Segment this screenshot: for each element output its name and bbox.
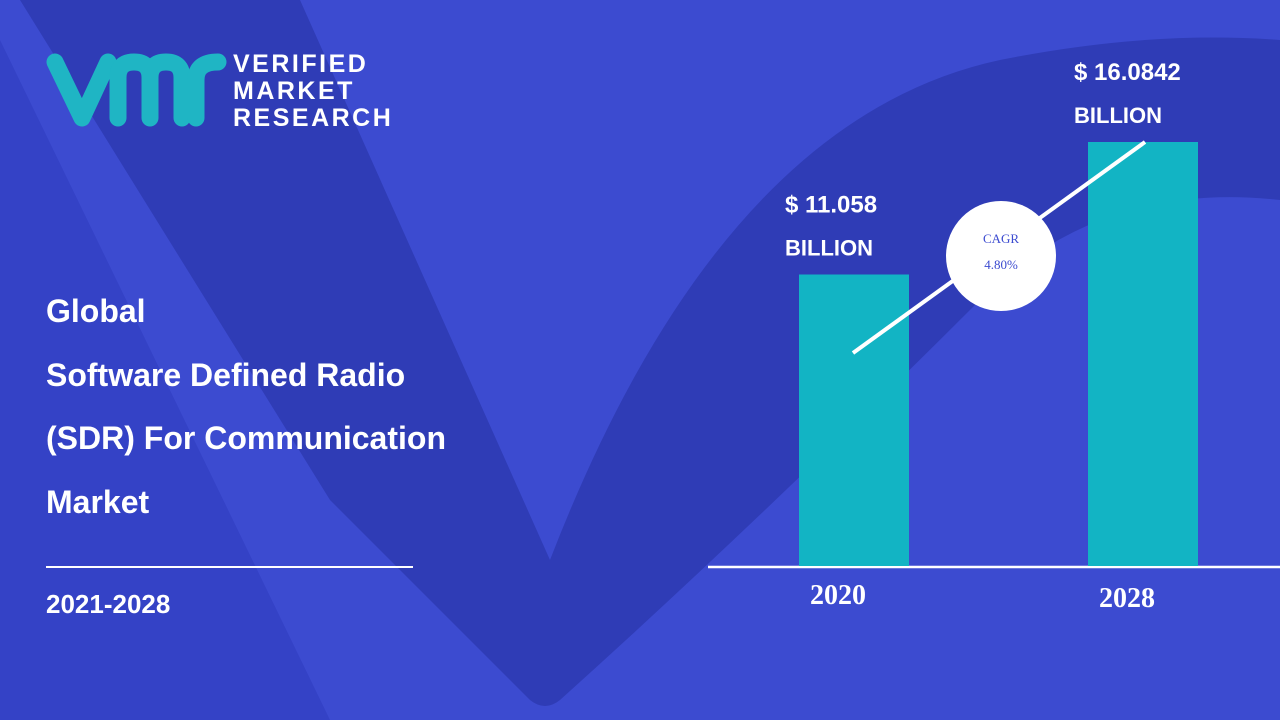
- title-line: (SDR) For Communication: [46, 420, 446, 456]
- logo-r: [187, 53, 227, 127]
- value-label: $ 16.0842: [1074, 59, 1181, 86]
- logo-v: [46, 53, 117, 127]
- bg-wedge: [0, 40, 330, 720]
- cagr-circle: [946, 201, 1056, 311]
- logo-mark: [46, 53, 227, 127]
- plot: $ 11.058 BILLION 2020 $ 16.0842 BILLION 2028: [785, 59, 1198, 614]
- title-line: Market: [46, 484, 150, 520]
- v-shape: [20, 0, 1280, 706]
- logo-m: [109, 53, 191, 127]
- logo-text: VERIFIED: [233, 50, 368, 78]
- value-label: $ 11.058: [785, 191, 877, 218]
- period: 2021-2028: [46, 589, 170, 619]
- logo-text: MARKET: [233, 77, 355, 105]
- cagr-value: 4.80%: [984, 257, 1018, 272]
- unit-label: BILLION: [785, 235, 873, 260]
- title-line: Global: [46, 293, 146, 329]
- cagr-label: CAGR: [983, 231, 1019, 246]
- bar: [1088, 142, 1198, 566]
- unit-label: BILLION: [1074, 103, 1162, 128]
- logo-text: RESEARCH: [233, 104, 393, 132]
- x-tick-label: 2020: [810, 580, 866, 611]
- x-tick-label: 2028: [1099, 583, 1155, 614]
- title-line: Software Defined Radio: [46, 357, 405, 393]
- bar: [799, 274, 909, 566]
